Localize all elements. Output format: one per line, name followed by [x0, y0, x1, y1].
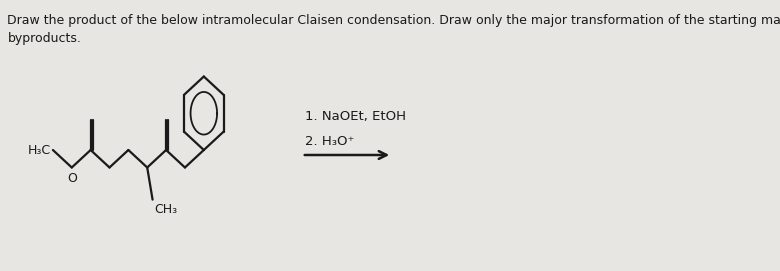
Text: H₃C: H₃C	[28, 144, 51, 156]
Text: 1. NaOEt, EtOH: 1. NaOEt, EtOH	[305, 110, 406, 123]
Text: Draw the product of the below intramolecular Claisen condensation. Draw only the: Draw the product of the below intramolec…	[8, 14, 780, 27]
Text: byproducts.: byproducts.	[8, 32, 81, 45]
Text: 2. H₃O⁺: 2. H₃O⁺	[305, 135, 354, 148]
Text: CH₃: CH₃	[154, 203, 177, 216]
Text: O: O	[67, 173, 76, 186]
